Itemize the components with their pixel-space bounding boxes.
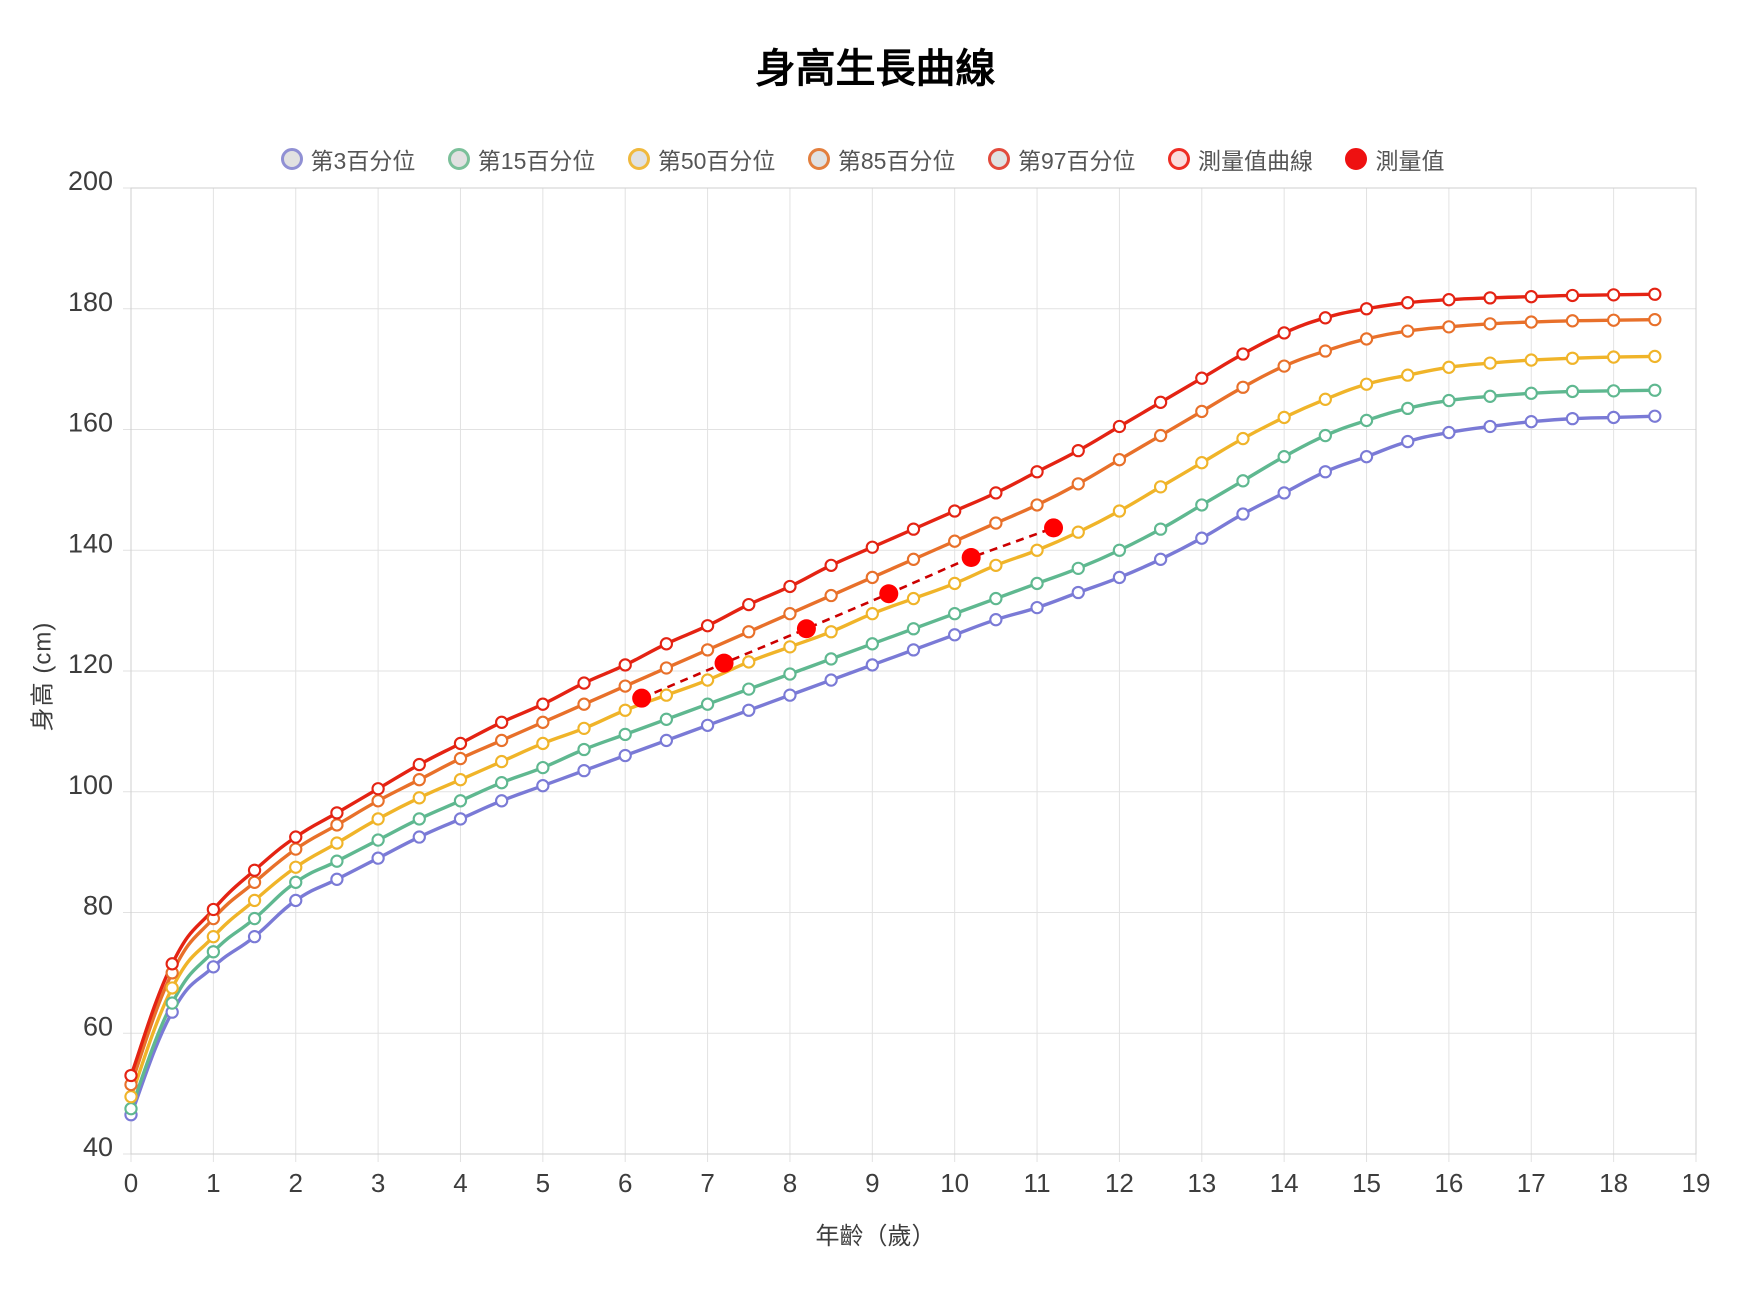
svg-text:18: 18 [1599,1168,1628,1198]
svg-text:200: 200 [68,166,113,196]
svg-text:13: 13 [1187,1168,1216,1198]
svg-text:14: 14 [1270,1168,1299,1198]
svg-text:7: 7 [700,1168,714,1198]
svg-text:60: 60 [83,1011,113,1041]
svg-text:9: 9 [865,1168,879,1198]
svg-text:120: 120 [68,649,113,679]
svg-text:80: 80 [83,891,113,921]
svg-text:1: 1 [206,1168,220,1198]
svg-text:10: 10 [940,1168,969,1198]
svg-text:140: 140 [68,528,113,558]
svg-text:5: 5 [536,1168,550,1198]
svg-text:160: 160 [68,408,113,438]
svg-text:0: 0 [124,1168,138,1198]
svg-text:40: 40 [83,1132,113,1162]
svg-text:12: 12 [1105,1168,1134,1198]
svg-text:3: 3 [371,1168,385,1198]
svg-text:6: 6 [618,1168,632,1198]
svg-text:100: 100 [68,770,113,800]
svg-text:16: 16 [1434,1168,1463,1198]
svg-text:15: 15 [1352,1168,1381,1198]
svg-text:2: 2 [289,1168,303,1198]
svg-text:17: 17 [1517,1168,1546,1198]
svg-text:8: 8 [783,1168,797,1198]
svg-text:19: 19 [1682,1168,1711,1198]
svg-text:11: 11 [1024,1168,1051,1198]
svg-text:180: 180 [68,287,113,317]
svg-text:4: 4 [453,1168,467,1198]
